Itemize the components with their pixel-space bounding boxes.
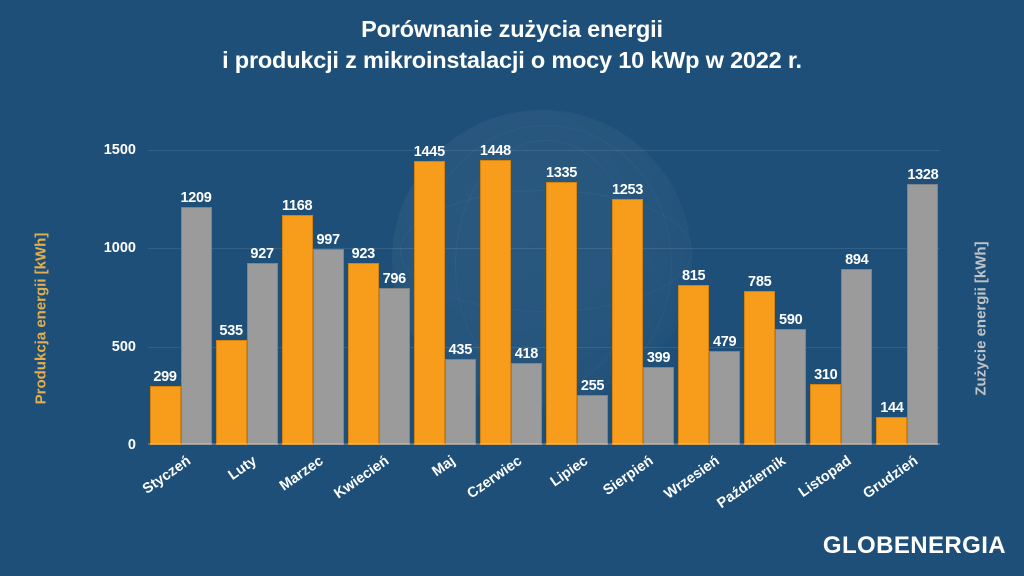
bar-value-label: 1253 xyxy=(612,181,644,198)
consumption-bar[interactable]: 894 xyxy=(841,252,873,445)
bar-group: 1253 399 xyxy=(611,150,676,445)
bar-group: 1335 255 xyxy=(544,150,609,445)
bar-value-label: 144 xyxy=(880,399,904,416)
x-tick-cell: Lipiec xyxy=(544,449,609,519)
x-tick-label: Lipiec xyxy=(547,453,591,491)
x-tick-cell: Listopad xyxy=(796,449,874,519)
bar-value-label: 927 xyxy=(250,245,274,262)
chart-title: Porównanie zużycia energii i produkcji z… xyxy=(0,14,1024,76)
x-tick-label: Marzec xyxy=(276,453,327,495)
bar-value-label: 785 xyxy=(748,273,772,290)
bar-value-label: 1209 xyxy=(180,190,212,207)
x-tick-cell: Październik xyxy=(714,449,808,519)
gridline xyxy=(148,150,940,151)
consumption-bar[interactable]: 399 xyxy=(643,350,675,445)
bar-groups: 299 1209 535 927 1168 997 923 796 1445 435 1448 418… xyxy=(148,143,940,445)
bar-group: 535 927 xyxy=(214,150,279,445)
x-tick-cell: Marzec xyxy=(276,449,345,519)
consumption-bar[interactable]: 1328 xyxy=(907,167,939,445)
bar-group: 310 894 xyxy=(809,150,874,445)
x-tick-cell: Czerwiec xyxy=(464,449,543,519)
x-tick-cell: Luty xyxy=(214,449,279,519)
bar-value-label: 1448 xyxy=(479,143,511,160)
consumption-bar[interactable]: 590 xyxy=(775,312,807,445)
axis-baseline xyxy=(148,443,940,445)
consumption-bar[interactable]: 418 xyxy=(510,346,542,445)
production-bar[interactable]: 310 xyxy=(810,367,842,445)
x-tick-cell: Maj xyxy=(412,449,477,519)
production-bar[interactable]: 923 xyxy=(347,246,379,445)
x-tick-label: Styczeń xyxy=(140,453,195,498)
consumption-bar[interactable]: 435 xyxy=(444,342,476,445)
chart-title-line-1: Porównanie zużycia energii xyxy=(361,16,663,42)
production-bar[interactable]: 1448 xyxy=(480,143,511,445)
y-tick-label: 1000 xyxy=(103,240,136,257)
right-axis-title: Zużycie energii [kWh] xyxy=(972,241,990,396)
production-bar[interactable]: 815 xyxy=(678,268,710,445)
plot-area: 299 1209 535 927 1168 997 923 796 1445 435 1448 418… xyxy=(148,143,940,445)
production-bar[interactable]: 785 xyxy=(744,274,776,445)
production-bar[interactable]: 1168 xyxy=(281,198,313,445)
bar-value-label: 815 xyxy=(681,267,706,284)
bar-value-label: 299 xyxy=(153,369,177,386)
bar-value-label: 894 xyxy=(845,252,869,269)
gridline xyxy=(148,346,940,348)
bar-value-label: 1445 xyxy=(413,143,445,160)
bar-group: 1168 997 xyxy=(280,150,345,445)
bar-group: 785 590 xyxy=(743,150,808,445)
logo-text: GLOBENERGIA xyxy=(822,532,1006,559)
bar-value-label: 796 xyxy=(382,271,407,288)
production-bar[interactable]: 299 xyxy=(149,369,181,445)
x-tick-cell: Kwiecień xyxy=(332,449,411,519)
x-tick-label: Luty xyxy=(226,453,261,484)
production-bar[interactable]: 1445 xyxy=(414,144,445,445)
bar-group: 1448 418 xyxy=(478,143,543,445)
bar-value-label: 1335 xyxy=(545,165,577,182)
x-tick-cell: Wrzesień xyxy=(662,449,742,519)
bar-value-label: 1328 xyxy=(907,166,939,183)
consumption-bar[interactable]: 1209 xyxy=(180,190,212,445)
bar-value-label: 1168 xyxy=(282,198,313,215)
consumption-bar[interactable]: 255 xyxy=(576,378,608,445)
production-bar[interactable]: 535 xyxy=(215,323,247,445)
production-bar[interactable]: 1335 xyxy=(546,165,577,445)
y-tick-label: 0 xyxy=(127,437,136,453)
x-tick-cell: Grudzień xyxy=(860,449,940,519)
y-tick-label: 1500 xyxy=(103,142,136,158)
x-tick-cell: Sierpień xyxy=(601,449,676,519)
y-tick-label: 500 xyxy=(111,338,136,355)
bar-value-label: 997 xyxy=(316,231,341,248)
consumption-bar[interactable]: 796 xyxy=(378,271,410,445)
bar-value-label: 535 xyxy=(219,322,243,339)
x-tick-cell: Styczeń xyxy=(140,449,213,519)
bar-value-label: 418 xyxy=(514,345,539,362)
production-bar[interactable]: 144 xyxy=(876,400,908,445)
bar-value-label: 435 xyxy=(448,342,473,359)
consumption-bar[interactable]: 927 xyxy=(246,246,278,445)
bar-value-label: 923 xyxy=(351,246,376,263)
bar-group: 299 1209 xyxy=(148,150,213,445)
gridline xyxy=(148,248,940,250)
x-tick-label: Maj xyxy=(429,453,459,480)
bar-group: 923 796 xyxy=(346,150,411,445)
bar-value-label: 399 xyxy=(646,349,671,366)
bar-group: 815 479 xyxy=(677,150,742,445)
globenergia-logo: GLOBENERGIA xyxy=(823,532,1006,560)
x-axis-tick-labels: Styczeń Luty Marzec Kwiecień Maj Czerwiec Lipi… xyxy=(140,449,940,519)
bar-value-label: 479 xyxy=(712,333,737,350)
consumption-bar[interactable]: 997 xyxy=(312,232,344,445)
y-axis-tick-labels: 1500 1000 500 0 xyxy=(36,142,136,453)
bar-group: 1445 435 xyxy=(412,144,477,445)
chart-title-line-2: i produkcji z mikroinstalacji o mocy 10 … xyxy=(222,47,802,73)
consumption-bar[interactable]: 479 xyxy=(709,334,741,445)
bar-value-label: 590 xyxy=(779,311,803,328)
bar-value-label: 310 xyxy=(814,367,838,384)
bar-value-label: 255 xyxy=(580,377,605,394)
bar-group: 144 1328 xyxy=(875,150,940,445)
production-bar[interactable]: 1253 xyxy=(612,182,643,445)
